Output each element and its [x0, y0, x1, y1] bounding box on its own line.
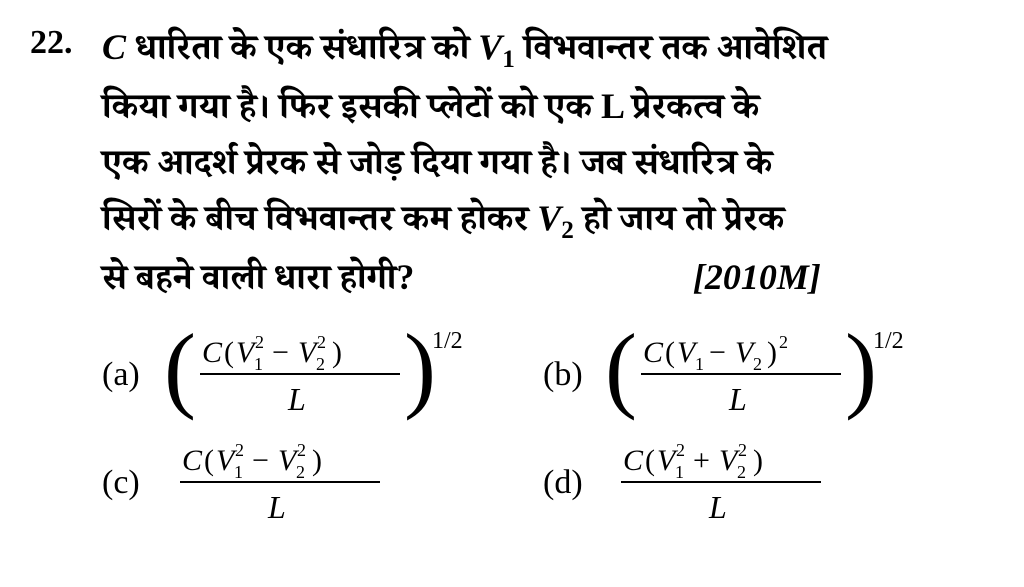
svg-text:(: (: [204, 444, 214, 477]
svg-text:(: (: [665, 336, 675, 369]
svg-text:L: L: [708, 489, 727, 525]
svg-text:L: L: [728, 381, 747, 417]
svg-text:−: −: [272, 336, 289, 369]
option-d-label: (d): [543, 464, 601, 502]
svg-text:1: 1: [695, 354, 704, 374]
svg-text:2: 2: [296, 462, 305, 482]
option-c-formula: C ( V 1 2 − V 2 2 ) L: [160, 438, 440, 528]
svg-text:L: L: [267, 489, 286, 525]
svg-text:2: 2: [235, 440, 244, 460]
option-b-label: (b): [543, 356, 601, 394]
svg-text:−: −: [252, 444, 269, 477]
question-line-4: सिरों के बीच विभवान्तर कम होकर V2 हो जाय…: [102, 198, 784, 238]
svg-text:(: (: [645, 444, 655, 477]
svg-text:1: 1: [675, 462, 684, 482]
question-line-1: C धारिता के एक संधारित्र को V1 विभवान्तर…: [102, 27, 827, 67]
option-a: (a) ( ) C ( V 1 2 −: [102, 320, 543, 430]
svg-text:C: C: [643, 336, 664, 369]
question-block: 22. C धारिता के एक संधारित्र को V1 विभवा…: [0, 0, 1024, 556]
options-row-1: (a) ( ) C ( V 1 2 −: [102, 320, 984, 430]
svg-text:L: L: [287, 381, 306, 417]
option-a-label: (a): [102, 356, 160, 394]
question-number: 22.: [30, 20, 102, 62]
option-c-label: (c): [102, 464, 160, 502]
svg-text:(: (: [224, 336, 234, 369]
svg-text:1: 1: [254, 354, 263, 374]
options-row-2: (c) C ( V 1 2 − V 2 2 ): [102, 438, 984, 528]
svg-text:2: 2: [297, 440, 306, 460]
question-line-2: किया गया है। फिर इसकी प्लेटों को एक L प्…: [102, 86, 759, 126]
svg-text:−: −: [709, 336, 726, 369]
options-block: (a) ( ) C ( V 1 2 −: [102, 320, 984, 528]
svg-text:): ): [753, 444, 763, 477]
svg-text:2: 2: [676, 440, 685, 460]
svg-text:): ): [767, 336, 777, 369]
svg-text:(: (: [164, 320, 196, 421]
svg-text:(: (: [605, 320, 637, 421]
svg-text:C: C: [202, 336, 223, 369]
question-line-5: से बहने वाली धारा होगी?: [102, 257, 414, 297]
option-c: (c) C ( V 1 2 − V 2 2 ): [102, 438, 543, 528]
svg-text:2: 2: [738, 440, 747, 460]
option-a-formula: ( ) C ( V 1 2 − V 2 2 ): [160, 320, 480, 430]
year-tag: [2010M]: [693, 250, 821, 306]
question-line-3: एक आदर्श प्रेरक से जोड़ दिया गया है। जब …: [102, 142, 772, 182]
svg-text:2: 2: [737, 462, 746, 482]
svg-text:C: C: [182, 444, 203, 477]
svg-text:+: +: [693, 444, 710, 477]
svg-text:C: C: [623, 444, 644, 477]
svg-text:1/2: 1/2: [873, 328, 904, 354]
option-d: (d) C ( V 1 2 + V 2 2 ): [543, 438, 984, 528]
option-b-formula: ( ) C ( V 1 − V 2 ) 2 L: [601, 320, 921, 430]
question-row: 22. C धारिता के एक संधारित्र को V1 विभवा…: [30, 20, 984, 306]
svg-text:2: 2: [317, 332, 326, 352]
svg-text:1: 1: [234, 462, 243, 482]
svg-text:2: 2: [316, 354, 325, 374]
svg-text:2: 2: [753, 354, 762, 374]
svg-text:2: 2: [255, 332, 264, 352]
svg-text:): ): [312, 444, 322, 477]
svg-text:1/2: 1/2: [432, 328, 463, 354]
option-b: (b) ( ) C ( V 1 − V 2 ): [543, 320, 984, 430]
svg-text:): ): [332, 336, 342, 369]
option-d-formula: C ( V 1 2 + V 2 2 ) L: [601, 438, 881, 528]
svg-text:2: 2: [779, 332, 788, 352]
question-text: C धारिता के एक संधारित्र को V1 विभवान्तर…: [102, 20, 827, 306]
